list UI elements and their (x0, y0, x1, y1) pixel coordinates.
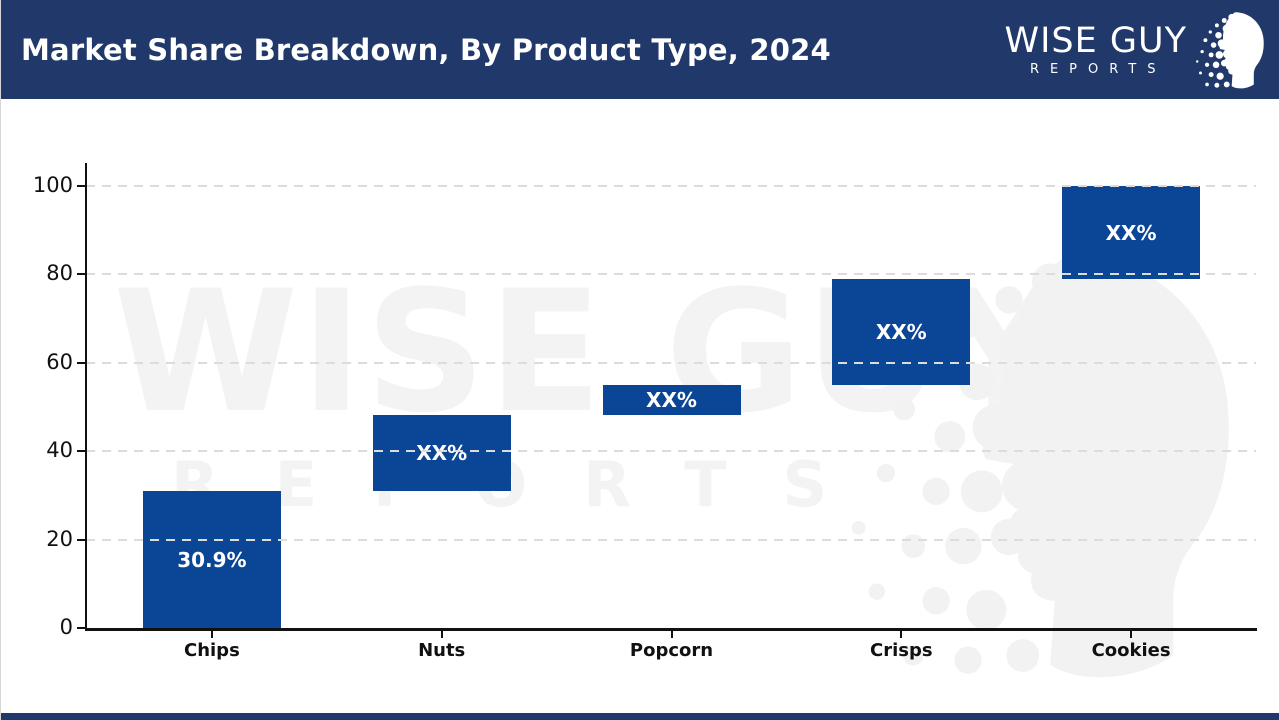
waterfall-bar-crisps: XX% (832, 279, 971, 385)
y-axis-tick (77, 273, 85, 276)
x-axis-line (85, 628, 1257, 631)
waterfall-bar-cookies: XX% (1062, 186, 1201, 280)
y-axis-tick-label: 40 (46, 438, 73, 463)
x-axis-tick (1130, 630, 1133, 638)
brand-logo: WISE GUY REPORTS (1004, 4, 1271, 96)
waterfall-bar-chips: 30.9% (142, 491, 281, 628)
bar-value-label: XX% (875, 320, 927, 345)
wiseguy-head-icon (1195, 12, 1264, 89)
logo-wordmark: WISE GUY REPORTS (1004, 20, 1187, 77)
x-axis-category-label: Chips (183, 640, 240, 661)
gridline (86, 450, 1256, 453)
logo-line1: WISE GUY (1004, 20, 1187, 61)
y-axis-tick (77, 450, 85, 453)
y-axis-tick (77, 627, 85, 629)
y-axis-tick-label: 60 (46, 349, 73, 374)
y-axis-line (85, 163, 87, 630)
x-axis-tick (670, 630, 673, 638)
gridline (86, 273, 1256, 276)
y-axis-tick (77, 185, 85, 187)
x-axis-category-label: Cookies (1091, 640, 1171, 661)
y-axis-tick-label: 20 (46, 526, 73, 551)
bar-value-label: XX% (1105, 220, 1157, 245)
x-axis-tick (900, 630, 903, 638)
y-axis-tick-label: 80 (46, 261, 73, 286)
page-title: Market Share Breakdown, By Product Type,… (21, 33, 831, 67)
y-axis-tick-label: 100 (32, 173, 73, 197)
footer-bar (1, 713, 1279, 720)
bar-value-label: XX% (646, 388, 697, 413)
gridline (86, 538, 1256, 541)
waterfall-bar-nuts: XX% (372, 415, 511, 492)
x-axis-category-label: Nuts (418, 640, 466, 661)
x-axis-tick (210, 630, 213, 638)
bar-value-label: 30.9% (177, 547, 247, 572)
y-axis-tick (77, 538, 85, 541)
x-axis-category-label: Crisps (870, 640, 933, 661)
header-bar: Market Share Breakdown, By Product Type,… (1, 0, 1279, 99)
y-axis-tick (77, 361, 85, 364)
logo-line2: REPORTS (1029, 61, 1167, 77)
waterfall-bar-popcorn: XX% (602, 384, 741, 416)
gridline (86, 185, 1256, 187)
x-axis-category-label: Popcorn (629, 640, 714, 661)
y-axis-tick-label: 0 (59, 615, 73, 639)
bar-value-label: XX% (416, 441, 468, 466)
watermark-line2: REPORTS (171, 448, 884, 521)
gridline (86, 361, 1256, 364)
x-axis-tick (440, 630, 443, 638)
